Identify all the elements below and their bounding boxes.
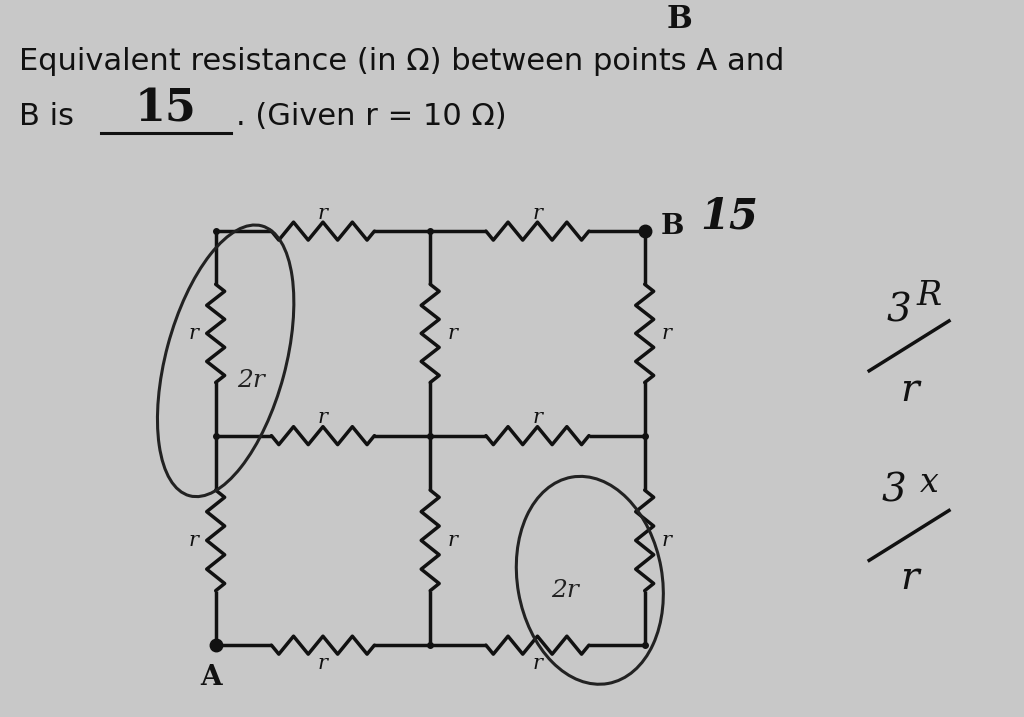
Text: x: x	[920, 467, 938, 498]
Text: 2r: 2r	[551, 579, 579, 602]
Text: R: R	[916, 280, 942, 312]
Text: r: r	[447, 531, 457, 550]
Text: 3: 3	[882, 472, 906, 509]
Text: r: r	[447, 324, 457, 343]
Text: Equivalent resistance (in Ω) between points A and: Equivalent resistance (in Ω) between poi…	[19, 47, 784, 76]
Text: r: r	[532, 408, 543, 427]
Text: r: r	[317, 408, 328, 427]
Text: r: r	[662, 531, 672, 550]
Text: r: r	[317, 204, 328, 223]
Text: A: A	[200, 664, 221, 690]
Text: B: B	[667, 4, 692, 35]
Text: 15: 15	[135, 88, 197, 131]
Text: r: r	[532, 204, 543, 223]
Text: r: r	[532, 654, 543, 673]
Text: r: r	[662, 324, 672, 343]
Text: 2r: 2r	[237, 369, 264, 392]
Text: B is: B is	[19, 102, 74, 131]
Text: r: r	[188, 324, 199, 343]
Text: B: B	[660, 213, 684, 239]
Text: r: r	[900, 560, 919, 597]
Text: r: r	[900, 372, 919, 409]
Text: . (Given r = 10 Ω): . (Given r = 10 Ω)	[236, 102, 506, 131]
Text: r: r	[317, 654, 328, 673]
Text: 15: 15	[700, 195, 759, 237]
Text: r: r	[188, 531, 199, 550]
Text: 3: 3	[887, 293, 911, 329]
